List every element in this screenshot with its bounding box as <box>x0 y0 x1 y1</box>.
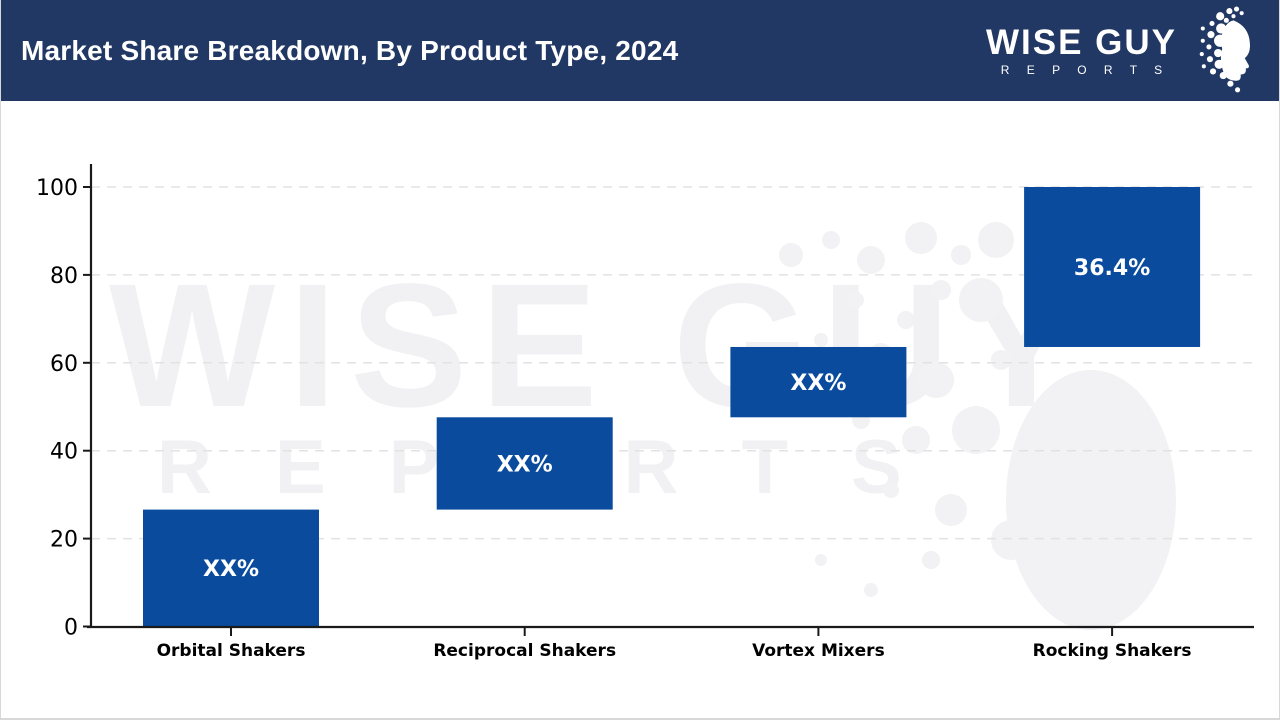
bar <box>436 417 613 510</box>
watermark-dot <box>815 554 827 566</box>
logo-face-icon <box>1199 6 1250 92</box>
watermark-dot <box>991 350 1011 370</box>
bar-value-label: XX% <box>203 557 259 582</box>
bar-value-label: XX% <box>790 371 846 396</box>
watermark-dot <box>814 333 828 347</box>
watermark-dot <box>918 362 954 398</box>
y-tick-label: 60 <box>50 352 78 377</box>
watermark-dot <box>951 245 971 265</box>
bar <box>730 346 907 418</box>
watermark-dot <box>779 243 803 267</box>
y-tick-label: 40 <box>50 440 78 465</box>
logo-brand-text: WISE GUY <box>985 22 1177 62</box>
bar <box>1024 187 1201 347</box>
watermark-dot <box>897 311 915 329</box>
x-category-label: Vortex Mixers <box>752 641 885 661</box>
watermark-dot <box>857 246 885 274</box>
watermark-dot <box>905 222 937 254</box>
bar-value-label: XX% <box>497 452 553 477</box>
watermark-dot <box>935 494 967 526</box>
y-tick-label: 0 <box>64 616 78 641</box>
y-tick-label: 100 <box>36 176 78 201</box>
watermark-dot <box>848 292 864 308</box>
watermark-dot <box>864 583 878 597</box>
chart-title: Market Share Breakdown, By Product Type,… <box>21 34 679 66</box>
wiseguy-logo: WISE GUY R E P O R T S <box>986 6 1253 96</box>
bar <box>143 509 319 627</box>
bar-value-label: 36.4% <box>1074 256 1150 281</box>
logo-text: WISE GUY R E P O R T S <box>986 25 1177 77</box>
header-bar: Market Share Breakdown, By Product Type,… <box>1 0 1279 101</box>
x-category-label: Rocking Shakers <box>1033 641 1192 661</box>
y-tick-label: 80 <box>50 264 78 289</box>
x-category-label: Reciprocal Shakers <box>433 641 616 661</box>
x-category-label: Orbital Shakers <box>157 641 306 661</box>
watermark-face-blob <box>1006 370 1176 630</box>
watermark-dot <box>931 280 951 300</box>
watermark-dot <box>883 482 899 498</box>
watermark-dot <box>959 278 1003 322</box>
logo-sub-text: R E P O R T S <box>1000 62 1170 77</box>
watermark-dot <box>952 406 1000 454</box>
watermark-dot <box>978 222 1014 258</box>
watermark-dot <box>902 426 930 454</box>
watermark-dot <box>922 551 940 569</box>
watermark-dot <box>822 231 840 249</box>
y-tick-label: 20 <box>50 528 78 553</box>
